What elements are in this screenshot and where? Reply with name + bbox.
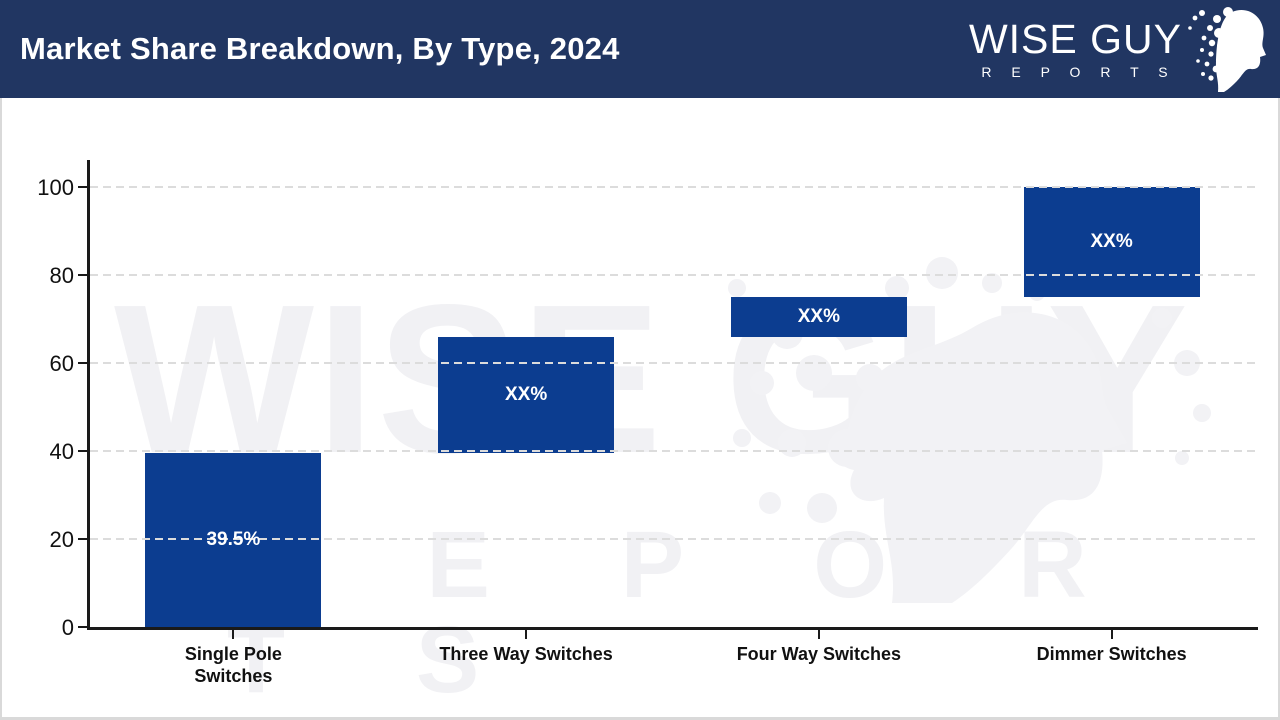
- bar-value-label: 39.5%: [206, 529, 261, 551]
- page-title: Market Share Breakdown, By Type, 2024: [20, 31, 620, 66]
- bar-value-label: XX%: [1090, 231, 1133, 252]
- wiseguy-logo: WISE GUY R E P O R T S: [969, 6, 1266, 92]
- logo-subtitle: R E P O R T S: [981, 64, 1176, 80]
- x-tick-mark: [232, 630, 235, 639]
- x-tick-mark: [1110, 630, 1113, 639]
- y-axis-line: [87, 160, 90, 630]
- face-profile-icon: [1188, 7, 1266, 92]
- y-tick-mark: [78, 362, 87, 364]
- gridline: [90, 450, 1258, 452]
- y-tick-label: 40: [49, 439, 74, 464]
- bar-value-label: XX%: [797, 305, 840, 327]
- x-category-label: Four Way Switches: [736, 644, 902, 664]
- y-tick-label: 20: [49, 527, 74, 552]
- y-tick-label: 60: [49, 351, 74, 376]
- chart-area: WISE GUY R E P O R T S 39.5% XX% XX% XX% 0 20…: [0, 98, 1280, 720]
- y-tick-mark: [78, 626, 87, 628]
- waterfall-bar: [145, 453, 322, 627]
- gridline: [90, 186, 1258, 188]
- gridline: [90, 538, 1258, 540]
- header-bar: Market Share Breakdown, By Type, 2024 WI…: [0, 0, 1280, 98]
- y-tick-mark: [78, 186, 87, 188]
- y-tick-mark: [78, 274, 87, 276]
- waterfall-bar: [730, 297, 907, 337]
- y-tick-mark: [78, 538, 87, 540]
- gridline: [90, 362, 1258, 364]
- waterfall-bar: [438, 336, 615, 454]
- logo-name: WISE GUY: [968, 16, 1182, 62]
- y-tick-label: 100: [37, 175, 74, 200]
- bar-value-label: XX%: [505, 383, 548, 405]
- x-tick-mark: [525, 630, 528, 639]
- x-axis-line: [87, 627, 1258, 630]
- logo-text: WISE GUY R E P O R T S: [968, 16, 1182, 80]
- y-tick-label: 0: [61, 615, 74, 640]
- x-category-label: Single Pole Switches: [184, 644, 282, 686]
- waterfall-bar: [1023, 187, 1200, 297]
- gridline: [90, 274, 1258, 276]
- x-category-label: Three Way Switches: [439, 644, 613, 664]
- y-tick-mark: [78, 450, 87, 452]
- x-category-label: Dimmer Switches: [1036, 644, 1187, 664]
- x-tick-mark: [817, 630, 820, 639]
- y-tick-label: 80: [49, 263, 74, 288]
